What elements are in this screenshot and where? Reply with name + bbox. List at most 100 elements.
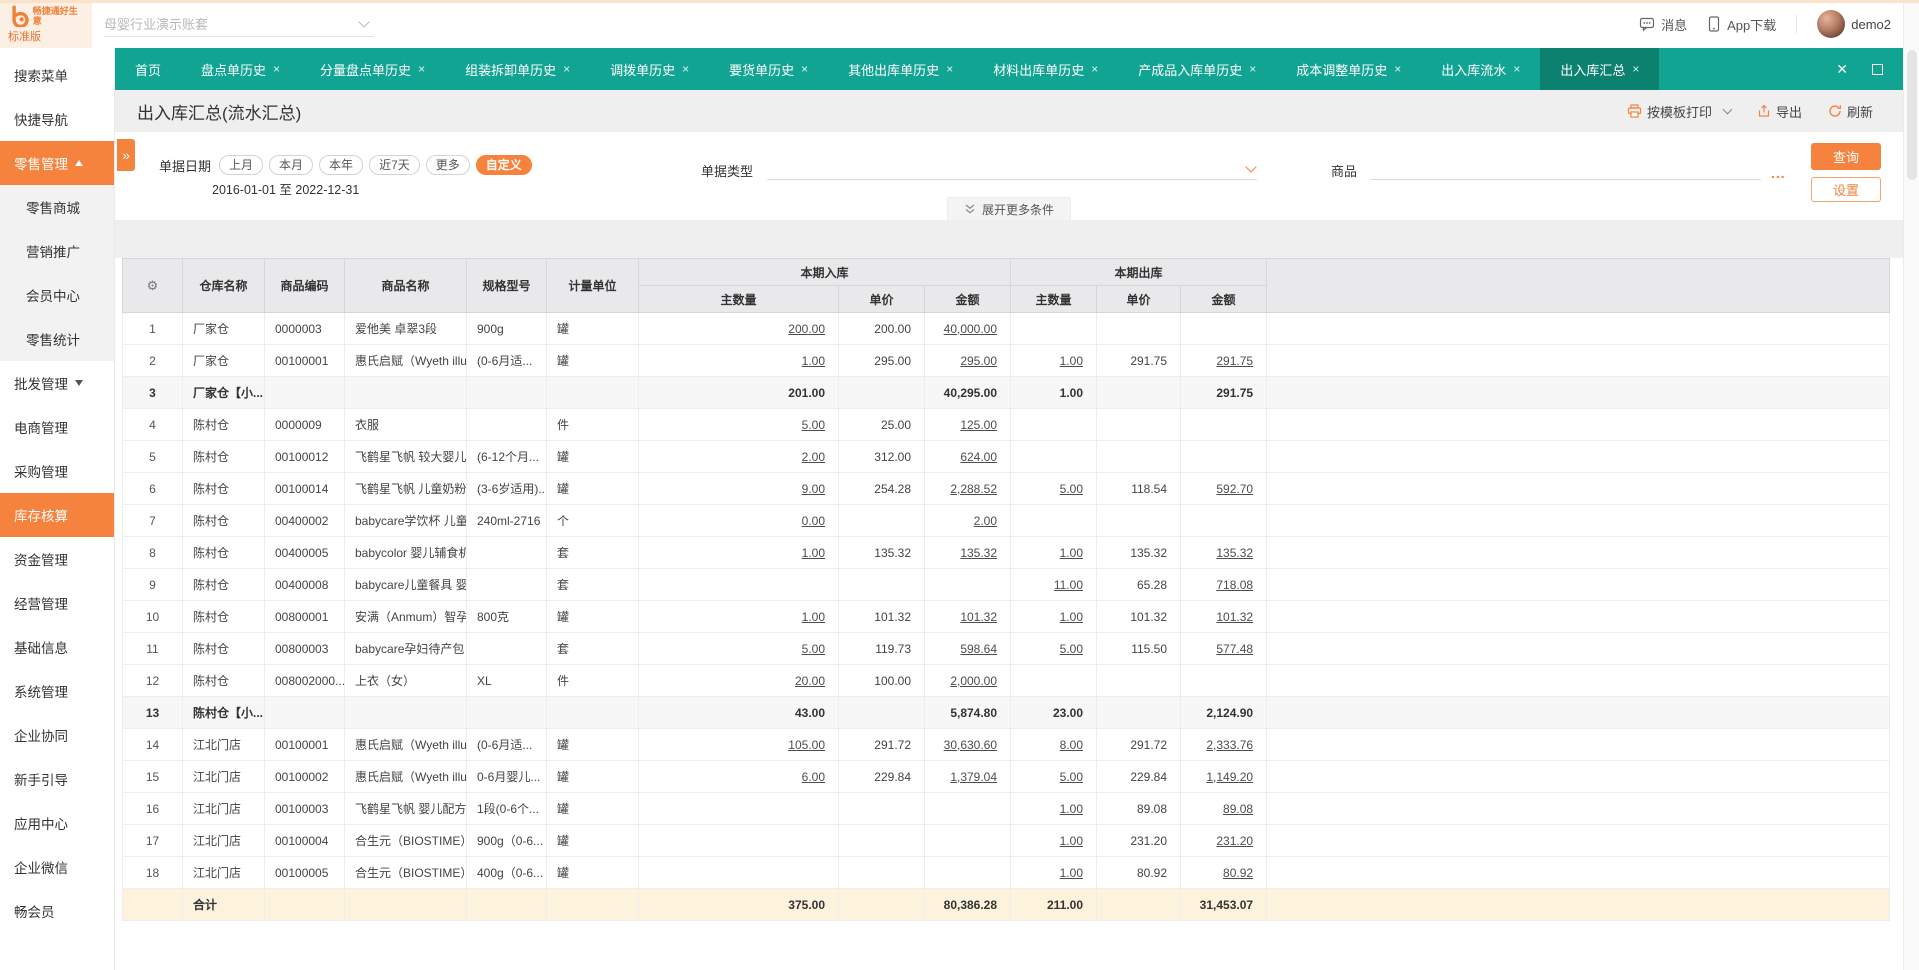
tab-出入库汇总[interactable]: 出入库汇总 ×: [1540, 48, 1660, 90]
app-download-button[interactable]: App下载: [1707, 15, 1776, 34]
out-qty-cell-link[interactable]: 1.00: [1059, 545, 1084, 560]
chevron-down-icon[interactable]: [1722, 104, 1733, 115]
tab-close-icon[interactable]: ×: [1091, 62, 1099, 76]
tab-close-icon[interactable]: ×: [1394, 62, 1402, 76]
in-amount-cell-link[interactable]: 1,379.04: [950, 769, 998, 784]
tab-分量盘点单历史[interactable]: 分量盘点单历史 ×: [300, 48, 445, 90]
out-amount-cell-link[interactable]: 592.70: [1216, 481, 1254, 496]
tab-组装拆卸单历史[interactable]: 组装拆卸单历史 ×: [445, 48, 590, 90]
in-qty-cell-link[interactable]: 0.00: [801, 513, 825, 528]
in-qty-cell-link[interactable]: 5.00: [801, 641, 825, 656]
out-amount-cell-link[interactable]: 80.92: [1223, 865, 1254, 880]
sidebar-item-库存核算[interactable]: 库存核算: [0, 493, 114, 537]
out-qty-cell-link[interactable]: 5.00: [1059, 769, 1084, 784]
tab-close-icon[interactable]: ×: [1513, 62, 1521, 76]
in-qty-cell-link[interactable]: 9.00: [801, 481, 825, 496]
tab-close-icon[interactable]: ×: [418, 62, 426, 76]
tab-要货单历史[interactable]: 要货单历史 ×: [709, 48, 828, 90]
in-amount-cell-link[interactable]: 2,288.52: [950, 481, 998, 496]
sidebar-item-搜索菜单[interactable]: 搜索菜单: [0, 53, 114, 97]
out-amount-cell-link[interactable]: 577.48: [1216, 641, 1254, 656]
tab-盘点单历史[interactable]: 盘点单历史 ×: [181, 48, 300, 90]
sidebar-item-畅会员[interactable]: 畅会员: [0, 889, 114, 933]
sidebar-item-批发管理[interactable]: 批发管理: [0, 361, 114, 405]
gear-icon[interactable]: ⚙: [146, 277, 159, 293]
sidebar-item-资金管理[interactable]: 资金管理: [0, 537, 114, 581]
in-qty-cell-link[interactable]: 1.00: [801, 545, 825, 560]
in-amount-cell-link[interactable]: 30,630.60: [943, 737, 998, 752]
date-preset-custom[interactable]: 自定义: [475, 155, 532, 176]
out-amount-cell-link[interactable]: 1,149.20: [1206, 769, 1254, 784]
tab-close-icon[interactable]: ×: [1632, 62, 1640, 76]
in-qty-cell-link[interactable]: 1.00: [801, 609, 825, 624]
out-amount-cell-link[interactable]: 718.08: [1216, 577, 1254, 592]
sidebar-item-企业协同[interactable]: 企业协同: [0, 713, 114, 757]
window-scrollbar[interactable]: [1903, 0, 1919, 970]
tab-其他出库单历史[interactable]: 其他出库单历史 ×: [828, 48, 973, 90]
in-qty-cell-link[interactable]: 20.00: [794, 673, 825, 688]
product-input[interactable]: [1371, 158, 1762, 180]
sidebar-item-零售管理[interactable]: 零售管理: [0, 141, 114, 185]
out-amount-cell-link[interactable]: 2,333.76: [1206, 737, 1254, 752]
in-qty-cell-link[interactable]: 2.00: [801, 449, 825, 464]
scrollbar-thumb[interactable]: [1907, 50, 1917, 180]
tab-close-icon[interactable]: ×: [682, 62, 690, 76]
sidebar-item-会员中心[interactable]: 会员中心: [0, 273, 114, 317]
sidebar-item-应用中心[interactable]: 应用中心: [0, 801, 114, 845]
out-qty-cell-link[interactable]: 1.00: [1059, 609, 1084, 624]
search-button[interactable]: 查询: [1811, 143, 1881, 170]
tab-成本调整单历史[interactable]: 成本调整单历史 ×: [1276, 48, 1421, 90]
sidebar-item-快捷导航[interactable]: 快捷导航: [0, 97, 114, 141]
out-amount-cell-link[interactable]: 89.08: [1223, 801, 1254, 816]
out-qty-cell-link[interactable]: 1.00: [1059, 833, 1084, 848]
in-amount-cell-link[interactable]: 2,000.00: [950, 673, 998, 688]
in-qty-cell-link[interactable]: 105.00: [788, 737, 825, 752]
tab-close-icon[interactable]: ×: [563, 62, 571, 76]
out-amount-cell-link[interactable]: 231.20: [1216, 833, 1254, 848]
out-qty-cell-link[interactable]: 11.00: [1053, 577, 1084, 592]
out-qty-cell-link[interactable]: 8.00: [1059, 737, 1084, 752]
sidebar-item-基础信息[interactable]: 基础信息: [0, 625, 114, 669]
in-amount-cell-link[interactable]: 624.00: [960, 449, 998, 464]
export-button[interactable]: 导出: [1757, 102, 1802, 121]
out-qty-cell-link[interactable]: 5.00: [1059, 481, 1084, 496]
sidebar-item-零售统计[interactable]: 零售统计: [0, 317, 114, 361]
close-all-tabs-icon[interactable]: ✕: [1836, 60, 1848, 77]
sidebar-item-营销推广[interactable]: 营销推广: [0, 229, 114, 273]
in-amount-cell-link[interactable]: 2.00: [973, 513, 998, 528]
in-amount-cell-link[interactable]: 40,000.00: [943, 321, 998, 336]
date-preset-本年[interactable]: 本年: [319, 155, 364, 176]
tab-出入库流水[interactable]: 出入库流水 ×: [1421, 48, 1540, 90]
refresh-button[interactable]: 刷新: [1828, 102, 1873, 121]
in-qty-cell-link[interactable]: 200.00: [788, 321, 825, 336]
in-qty-cell-link[interactable]: 6.00: [801, 769, 825, 784]
in-amount-cell-link[interactable]: 598.64: [960, 641, 998, 656]
date-preset-更多[interactable]: 更多: [425, 155, 470, 176]
tab-close-icon[interactable]: ×: [946, 62, 954, 76]
fullscreen-icon[interactable]: [1872, 63, 1883, 75]
sidebar-item-零售商城[interactable]: 零售商城: [0, 185, 114, 229]
account-select[interactable]: 母婴行业演示账套: [104, 11, 374, 37]
out-amount-cell-link[interactable]: 291.75: [1216, 353, 1254, 368]
tab-首页[interactable]: 首页: [115, 48, 181, 90]
in-amount-cell-link[interactable]: 295.00: [960, 353, 998, 368]
tab-close-icon[interactable]: ×: [1249, 62, 1257, 76]
out-qty-cell-link[interactable]: 1.00: [1059, 801, 1084, 816]
out-amount-cell-link[interactable]: 135.32: [1216, 545, 1254, 560]
in-amount-cell-link[interactable]: 125.00: [960, 417, 998, 432]
expand-more-conditions[interactable]: 展开更多条件: [946, 197, 1072, 220]
in-qty-cell-link[interactable]: 5.00: [801, 417, 825, 432]
date-preset-本月[interactable]: 本月: [269, 155, 314, 176]
tab-调拨单历史[interactable]: 调拨单历史 ×: [590, 48, 709, 90]
out-amount-cell-link[interactable]: 101.32: [1216, 609, 1254, 624]
user-menu[interactable]: demo2: [1817, 10, 1891, 38]
print-by-template-button[interactable]: 按模板打印: [1627, 102, 1733, 121]
tab-close-icon[interactable]: ×: [801, 62, 809, 76]
settings-button[interactable]: 设置: [1811, 177, 1881, 202]
in-amount-cell-link[interactable]: 135.32: [960, 545, 998, 560]
out-qty-cell-link[interactable]: 1.00: [1059, 353, 1084, 368]
messages-button[interactable]: 消息: [1639, 15, 1687, 34]
in-amount-cell-link[interactable]: 101.32: [960, 609, 998, 624]
sidebar-item-经营管理[interactable]: 经营管理: [0, 581, 114, 625]
sidebar-item-采购管理[interactable]: 采购管理: [0, 449, 114, 493]
